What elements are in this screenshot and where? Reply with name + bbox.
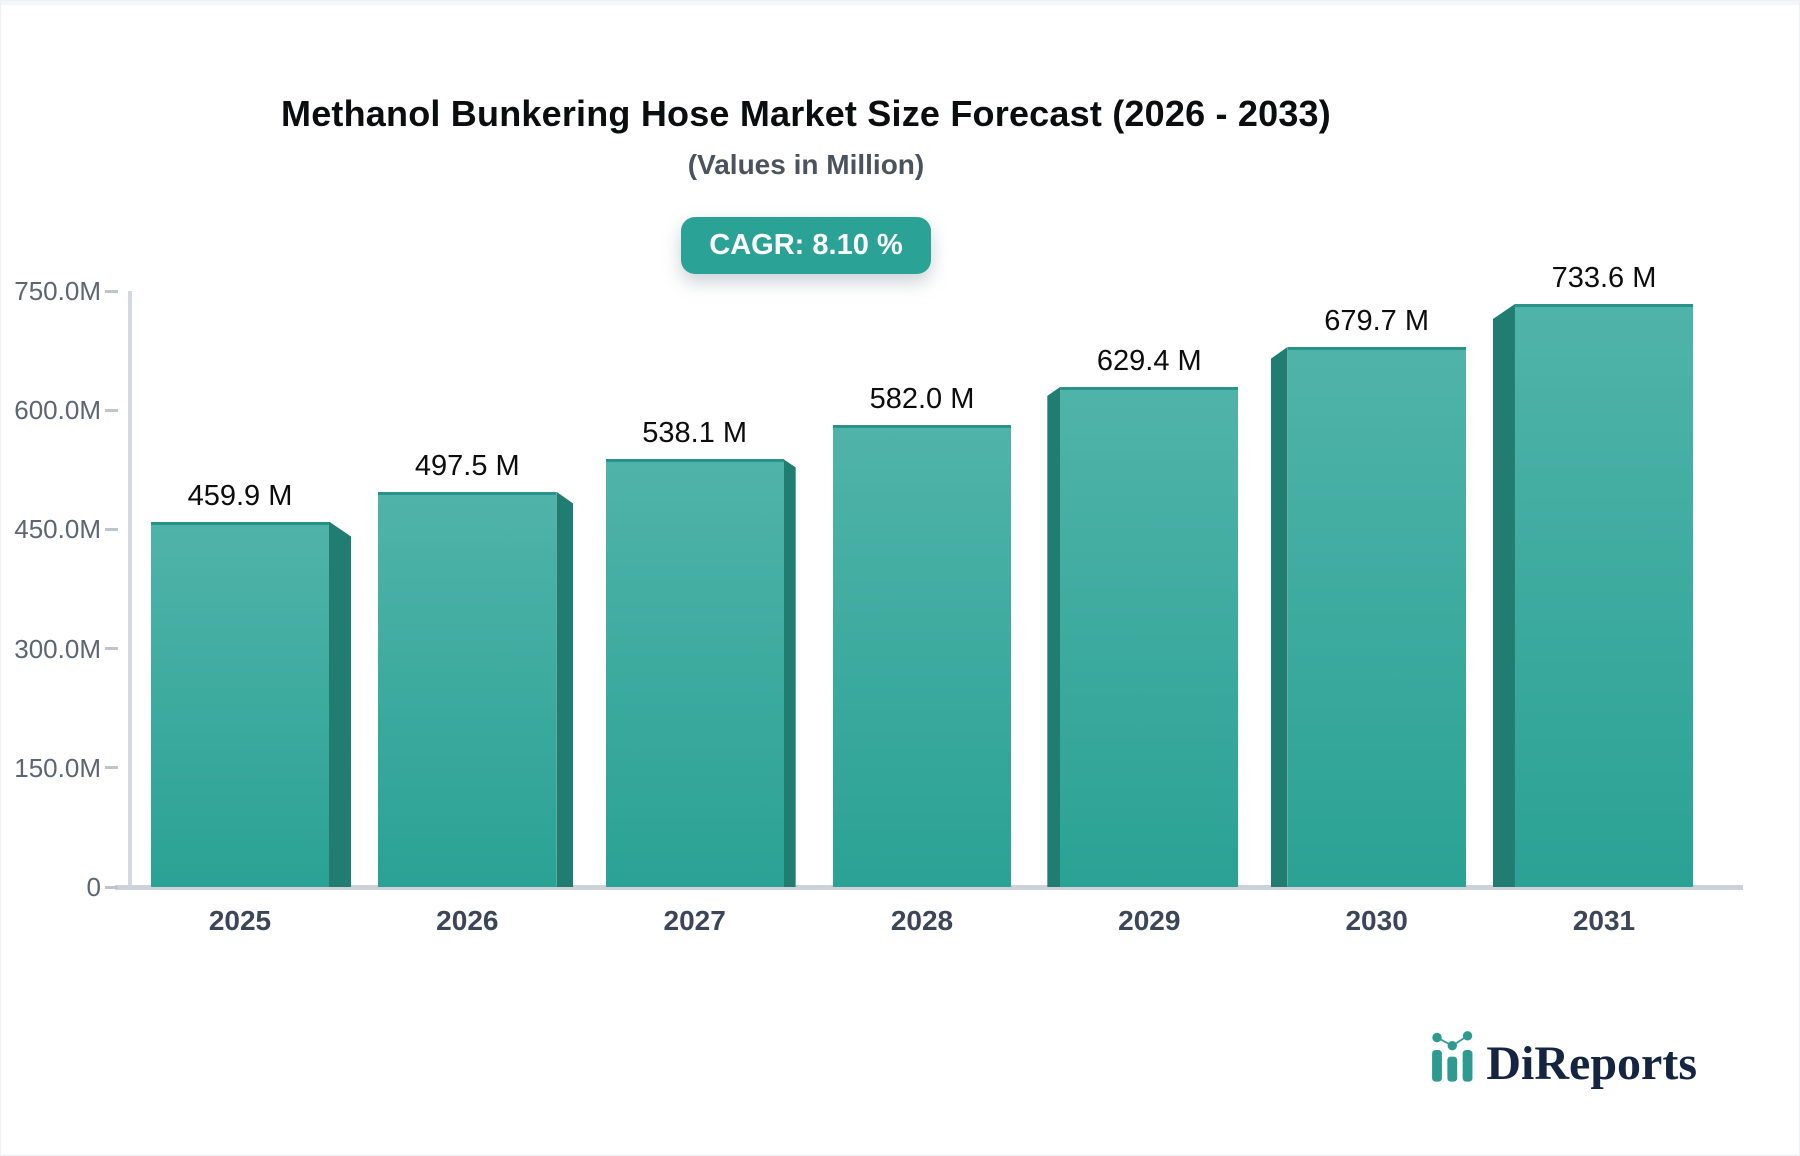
bar-side-2025 — [329, 521, 351, 887]
bar-2028[interactable] — [832, 424, 1011, 887]
chart-subtitle: (Values in Million) — [687, 149, 925, 180]
top-border — [1, 1, 1799, 5]
y-axis-label: 600.0M — [14, 395, 101, 426]
bar-side-2031 — [1492, 304, 1515, 887]
chart-title: Methanol Bunkering Hose Market Size Fore… — [281, 93, 1331, 134]
y-axis-tick — [105, 527, 118, 531]
bar-value-label-2028: 582.0 M — [869, 382, 975, 415]
direports-logo[interactable]: DiReports — [1431, 1029, 1697, 1091]
bar-2027[interactable] — [605, 459, 784, 887]
bar-value-label-2029: 629.4 M — [1096, 344, 1202, 377]
x-axis-label-2031: 2031 — [1572, 905, 1636, 936]
x-axis-label-2025: 2025 — [208, 905, 272, 936]
bar-value-label-2025: 459.9 M — [187, 479, 293, 512]
y-axis-line — [128, 291, 132, 887]
bar-2030[interactable] — [1287, 346, 1466, 887]
bar-2029[interactable] — [1060, 386, 1239, 887]
bar-value-label-2026: 497.5 M — [414, 449, 520, 482]
y-axis-label: 0 — [86, 872, 101, 902]
bar-2025[interactable] — [151, 521, 329, 887]
bar-side-2029 — [1047, 386, 1061, 887]
x-axis-label-2030: 2030 — [1345, 905, 1408, 936]
y-axis-tick — [105, 885, 118, 889]
bar-value-label-2030: 679.7 M — [1324, 304, 1430, 337]
x-axis-label-2027: 2027 — [663, 905, 726, 936]
bar-side-2026 — [556, 491, 574, 887]
bar-line-chart-icon — [1432, 1031, 1473, 1082]
y-axis-tick — [105, 766, 118, 770]
x-axis-line — [115, 885, 1743, 890]
y-axis-tick — [105, 408, 118, 412]
y-axis-label: 750.0M — [14, 276, 101, 306]
x-axis-label-2029: 2029 — [1118, 905, 1181, 936]
y-axis-tick — [105, 289, 118, 293]
y-axis-tick — [105, 647, 118, 651]
cagr-badge: CAGR: 8.10 % — [681, 217, 931, 274]
bar-2031[interactable] — [1514, 304, 1693, 887]
bar-value-label-2031: 733.6 M — [1551, 262, 1657, 295]
y-axis-label: 300.0M — [14, 633, 101, 664]
x-axis-label-2026: 2026 — [436, 905, 499, 936]
bar-2026[interactable] — [378, 491, 557, 887]
logo-text: DiReports — [1486, 1037, 1697, 1091]
chart-header: Methanol Bunkering Hose Market Size Fore… — [1, 1, 1611, 274]
y-axis-label: 450.0M — [14, 514, 101, 545]
x-axis-label-2028: 2028 — [890, 905, 954, 936]
bar-side-2030 — [1270, 346, 1288, 887]
bar-side-2027 — [783, 459, 796, 887]
bar-value-label-2027: 538.1 M — [642, 417, 748, 450]
y-axis-label: 150.0M — [14, 752, 101, 783]
